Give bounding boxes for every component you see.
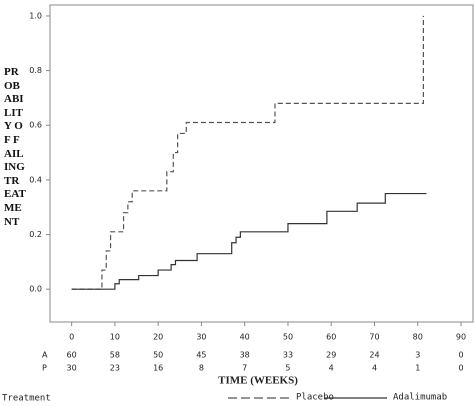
y-tick-label: 0.0 <box>29 285 42 294</box>
risk-count: 60 <box>67 351 77 360</box>
x-tick-label: 30 <box>196 333 206 342</box>
risk-count: 50 <box>153 351 163 360</box>
risk-count: 45 <box>196 351 206 360</box>
x-tick-label: 70 <box>369 333 379 342</box>
legend-label: Placebo <box>296 393 334 403</box>
risk-count: 0 <box>458 364 463 373</box>
legend-label: Adalimumab <box>393 393 447 403</box>
risk-count: 29 <box>326 351 336 360</box>
risk-count: 4 <box>329 364 334 373</box>
plot-frame <box>49 4 474 323</box>
risk-count: 4 <box>372 364 377 373</box>
y-tick-label: 0.8 <box>29 66 42 75</box>
x-tick-label: 0 <box>69 333 74 342</box>
y-tick-label: 0.2 <box>29 230 42 239</box>
x-tick-label: 10 <box>110 333 120 342</box>
legend-title: Treatment <box>2 394 51 404</box>
y-axis-label: PROBABILITY OF FAILING TREATMENT <box>4 66 26 228</box>
risk-count: 16 <box>153 364 163 373</box>
risk-count: 23 <box>110 364 120 373</box>
risk-count: 30 <box>67 364 77 373</box>
x-tick-label: 20 <box>153 333 163 342</box>
risk-count: 5 <box>285 364 290 373</box>
survival-line <box>71 15 424 290</box>
risk-count: 0 <box>458 351 463 360</box>
survival-line <box>71 192 427 290</box>
risk-row-label: A <box>42 351 48 360</box>
x-tick-label: 40 <box>240 333 250 342</box>
risk-count: 58 <box>110 351 120 360</box>
risk-count: 8 <box>199 364 204 373</box>
risk-count: 3 <box>415 351 420 360</box>
risk-count: 24 <box>369 351 379 360</box>
x-tick-label: 60 <box>326 333 336 342</box>
risk-count: 1 <box>415 364 420 373</box>
risk-row-label: P <box>42 364 47 373</box>
risk-count: 33 <box>283 351 293 360</box>
risk-count: 7 <box>242 364 247 373</box>
risk-count: 38 <box>240 351 250 360</box>
x-tick-label: 80 <box>413 333 423 342</box>
x-axis-label: TIME (WEEKS) <box>218 375 298 387</box>
y-tick-label: 0.6 <box>29 121 42 130</box>
y-tick-label: 1.0 <box>29 11 42 20</box>
x-tick-label: 50 <box>283 333 293 342</box>
x-tick-label: 90 <box>456 333 466 342</box>
y-tick-label: 0.4 <box>29 175 42 184</box>
